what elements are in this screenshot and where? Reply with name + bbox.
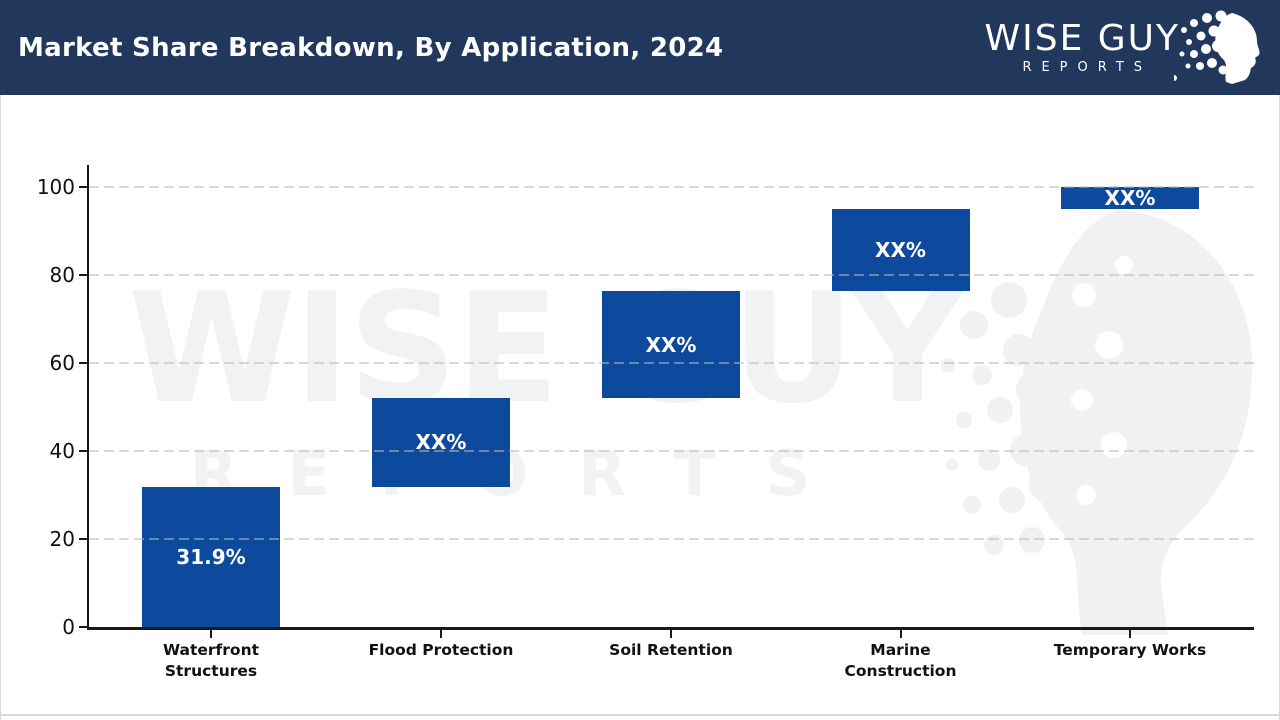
gridline <box>89 450 1254 452</box>
bar-segment <box>602 291 740 399</box>
y-tick-label: 100 <box>36 175 75 199</box>
bar-segment <box>831 209 970 292</box>
x-category-label-line: Temporary Works <box>1053 641 1207 659</box>
gridline <box>89 538 1254 540</box>
x-category-label: Marine Construction <box>791 640 1011 682</box>
x-tick-mark <box>440 630 442 638</box>
page-border-left <box>0 95 1 720</box>
x-tick-mark <box>210 630 212 638</box>
gridline <box>89 362 1254 364</box>
x-category-label: Waterfront Structures <box>101 640 321 682</box>
header-bar: Market Share Breakdown, By Application, … <box>0 0 1280 95</box>
bar-value-label: XX% <box>415 430 467 455</box>
bar-value-label: 31.9% <box>176 544 246 569</box>
bar-segment <box>1061 187 1199 209</box>
y-tick-label: 80 <box>49 263 75 287</box>
page-bottom-rule <box>0 714 1280 716</box>
watermark-subtitle: REPORTS <box>190 437 861 510</box>
bar-value-label: XX% <box>1104 186 1156 210</box>
bar-value-label: XX% <box>875 238 926 263</box>
watermark-wordmark: WISE GUY <box>128 260 963 437</box>
x-category-label-line: Waterfront <box>162 641 260 659</box>
x-category-label: Flood Protection <box>331 640 551 661</box>
y-tick-mark <box>79 274 87 276</box>
bar-value-label: XX% <box>645 332 697 357</box>
y-tick-mark <box>79 186 87 188</box>
y-tick-mark <box>79 362 87 364</box>
bar-segment <box>372 398 510 487</box>
watermark-head-profile <box>941 210 1253 635</box>
x-tick-mark <box>1129 630 1131 638</box>
wise-guy-reports-logo: WISE GUY REPORTS <box>985 8 1280 88</box>
y-tick-mark <box>79 626 87 628</box>
head-profile-dots-icon <box>1174 10 1260 84</box>
logo-wordmark: WISE GUY <box>984 17 1180 59</box>
logo-subtitle: REPORTS <box>1022 59 1153 75</box>
x-category-label-line: Structures <box>164 662 258 680</box>
x-category-label-line: Flood Protection <box>368 641 514 659</box>
logo-text: WISE GUY REPORTS <box>984 17 1181 76</box>
y-tick-mark <box>79 538 87 540</box>
y-tick-label: 0 <box>62 615 75 639</box>
x-category-label: Soil Retention <box>561 640 781 661</box>
y-tick-label: 40 <box>49 439 75 463</box>
x-category-label: Temporary Works <box>1020 640 1240 661</box>
x-category-label-line: Soil Retention <box>609 641 733 659</box>
x-tick-mark <box>670 630 672 638</box>
y-tick-label: 20 <box>49 527 75 551</box>
chart-canvas: WISE GUY REPORTS 0 20 40 60 80 100 31.9% Waterf… <box>0 95 1280 720</box>
bar-segment <box>142 486 280 627</box>
x-category-label-line: Marine <box>870 641 931 659</box>
gridline <box>89 186 1254 188</box>
y-tick-mark <box>79 450 87 452</box>
y-tick-label: 60 <box>49 351 75 375</box>
x-tick-mark <box>899 630 902 638</box>
x-category-label-line: Construction <box>844 662 957 680</box>
x-axis-spine <box>87 627 1254 630</box>
gridline <box>89 274 1254 276</box>
chart-title: Market Share Breakdown, By Application, … <box>18 32 724 63</box>
y-axis-spine <box>87 165 89 630</box>
